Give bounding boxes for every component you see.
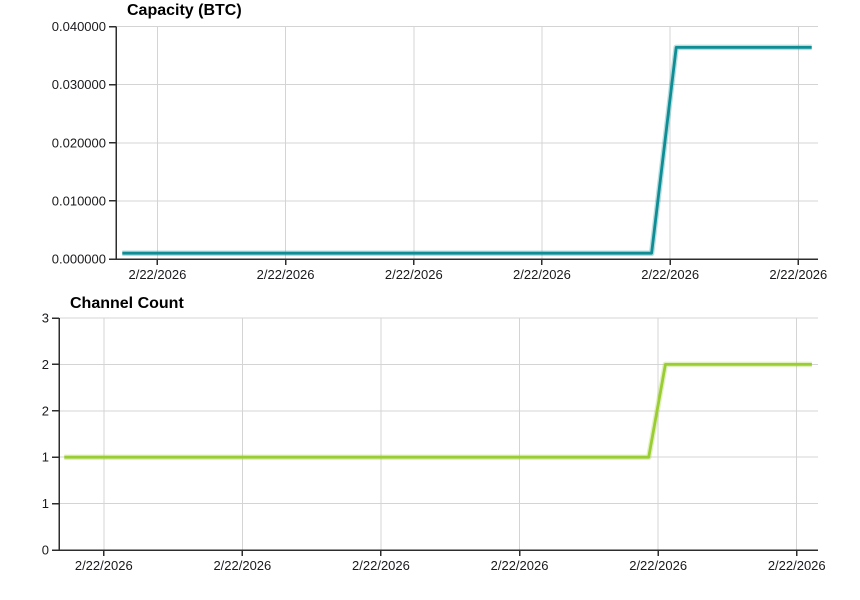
y-tick-label: 2 [42,357,49,372]
capacity-chart-title: Capacity (BTC) [127,2,242,19]
y-tick-label: 0.000000 [52,252,106,267]
x-tick-label: 2/22/2026 [75,558,133,573]
x-tick-label: 2/22/2026 [768,558,826,573]
x-tick-label: 2/22/2026 [769,267,827,282]
x-tick-label: 2/22/2026 [128,267,186,282]
series-line-capacity-btc [122,46,812,255]
x-tick-label: 2/22/2026 [257,267,315,282]
y-tick-label: 0 [42,543,49,558]
y-tick-label: 0.040000 [52,19,106,34]
series-line-channel-count [64,362,812,459]
y-tick-label: 0.020000 [52,135,106,150]
y-tick-label: 1 [42,450,49,465]
x-tick-label: 2/22/2026 [213,558,271,573]
series-line-halo-capacity-btc [122,44,812,256]
y-tick-label: 3 [42,311,49,326]
y-tick-label: 0.030000 [52,77,106,92]
x-tick-label: 2/22/2026 [513,267,571,282]
x-tick-label: 2/22/2026 [629,558,687,573]
y-tick-label: 2 [42,403,49,418]
x-tick-label: 2/22/2026 [641,267,699,282]
x-tick-label: 2/22/2026 [352,558,410,573]
channel-count-chart-title: Channel Count [70,295,184,312]
x-tick-label: 2/22/2026 [385,267,443,282]
x-tick-label: 2/22/2026 [491,558,549,573]
y-tick-label: 0.010000 [52,193,106,208]
y-tick-label: 1 [42,496,49,511]
